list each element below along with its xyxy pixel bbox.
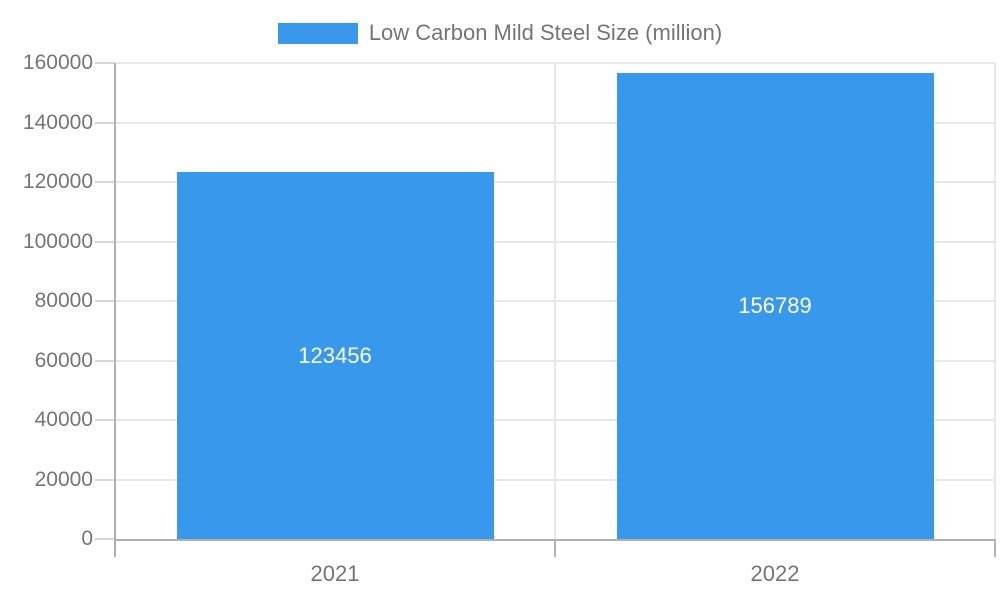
y-tick-mark [95,240,115,243]
legend-item-steel-size[interactable]: Low Carbon Mild Steel Size (million) [277,20,723,46]
legend-swatch [277,22,358,44]
y-tick-mark [95,300,115,302]
category-gridline [994,63,996,539]
y-axis-tick-label: 60000 [34,348,93,372]
y-axis-tick-label: 160000 [22,51,93,74]
y-axis-tick-label: 80000 [34,289,93,312]
y-axis-tick-label: 20000 [34,467,93,491]
y-tick-mark [95,419,115,421]
bar-2021[interactable] [177,172,494,539]
y-axis-tick-label: 0 [81,527,93,550]
y-axis-tick-label: 140000 [22,110,93,134]
bar-value-label: 123456 [298,342,372,368]
y-axis-tick-label: 100000 [22,229,93,253]
legend-label: Low Carbon Mild Steel Size (million) [368,20,723,45]
x-axis-line [115,539,995,541]
y-axis-line [114,63,116,557]
bar-value-label: 156789 [738,293,812,318]
y-tick-mark [95,538,115,540]
y-tick-mark [95,181,115,183]
y-tick-mark [95,121,115,124]
legend: Low Carbon Mild Steel Size (million) [0,20,1000,46]
x-axis-tick-label: 2022 [750,561,800,586]
y-axis-tick-label: 40000 [34,408,93,431]
bar-2022[interactable] [617,73,934,539]
x-tick-mark [554,539,556,557]
y-tick-mark [95,359,115,362]
x-tick-mark [994,539,996,557]
x-axis-tick-label: 2021 [310,561,360,586]
y-tick-mark [95,478,115,481]
category-gridline [554,63,556,539]
y-tick-mark [95,62,115,64]
y-axis-tick-label: 120000 [22,170,93,193]
